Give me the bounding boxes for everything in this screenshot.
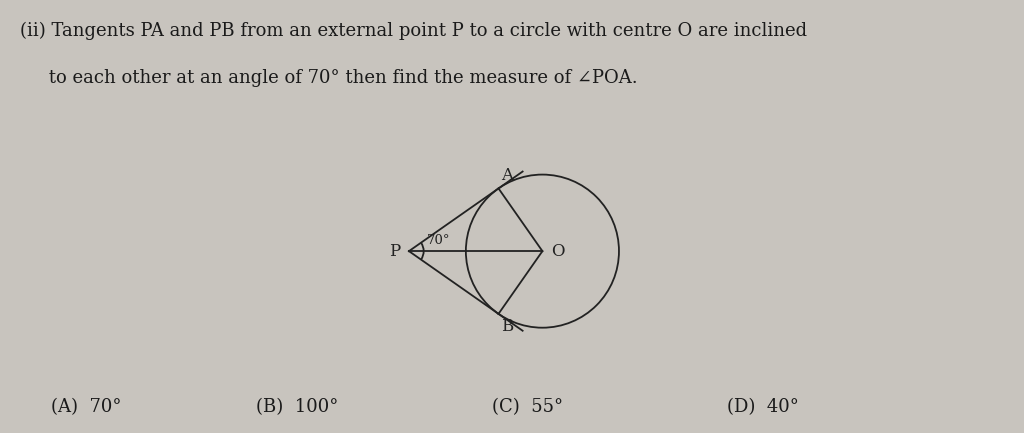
Text: (D)  40°: (D) 40° — [727, 397, 799, 416]
Text: (B)  100°: (B) 100° — [256, 397, 338, 416]
Text: O: O — [551, 242, 565, 260]
Text: 70°: 70° — [427, 234, 451, 247]
Text: A: A — [502, 167, 513, 184]
Text: (ii) Tangents PA and PB from an external point P to a circle with centre O are i: (ii) Tangents PA and PB from an external… — [20, 22, 808, 40]
Text: B: B — [502, 318, 514, 335]
Text: to each other at an angle of 70° then find the measure of ∠POA.: to each other at an angle of 70° then fi… — [20, 69, 638, 87]
Text: (C)  55°: (C) 55° — [492, 397, 562, 416]
Text: P: P — [389, 242, 400, 260]
Text: (A)  70°: (A) 70° — [51, 397, 122, 416]
